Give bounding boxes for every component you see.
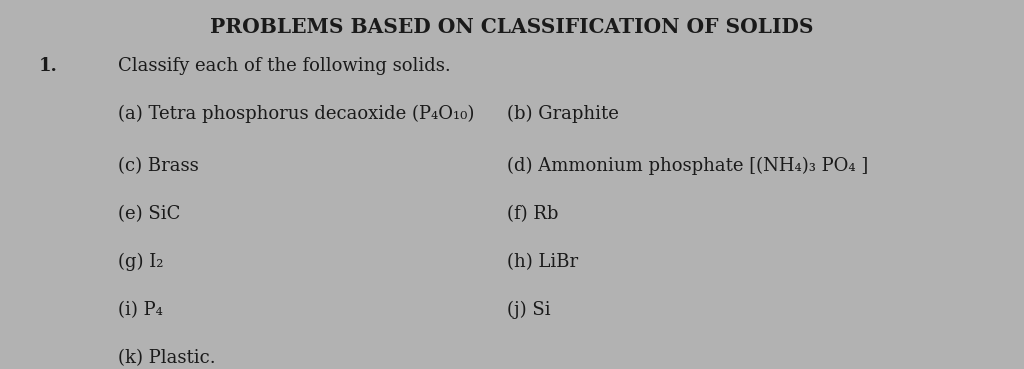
Text: (b) Graphite: (b) Graphite — [507, 105, 618, 123]
Text: (k) Plastic.: (k) Plastic. — [118, 349, 215, 367]
Text: (e) SiC: (e) SiC — [118, 205, 180, 223]
Text: (d) Ammonium phosphate [(NH₄)₃ PO₄ ]: (d) Ammonium phosphate [(NH₄)₃ PO₄ ] — [507, 157, 868, 175]
Text: Classify each of the following solids.: Classify each of the following solids. — [118, 57, 451, 75]
Text: (f) Rb: (f) Rb — [507, 205, 558, 223]
Text: (j) Si: (j) Si — [507, 301, 551, 319]
Text: (g) I₂: (g) I₂ — [118, 253, 163, 271]
Text: 1.: 1. — [39, 57, 57, 75]
Text: PROBLEMS BASED ON CLASSIFICATION OF SOLIDS: PROBLEMS BASED ON CLASSIFICATION OF SOLI… — [210, 17, 814, 37]
Text: (i) P₄: (i) P₄ — [118, 301, 163, 319]
Text: (h) LiBr: (h) LiBr — [507, 253, 578, 271]
Text: (a) Tetra phosphorus decaoxide (P₄O₁₀): (a) Tetra phosphorus decaoxide (P₄O₁₀) — [118, 105, 474, 123]
Text: (c) Brass: (c) Brass — [118, 157, 199, 175]
